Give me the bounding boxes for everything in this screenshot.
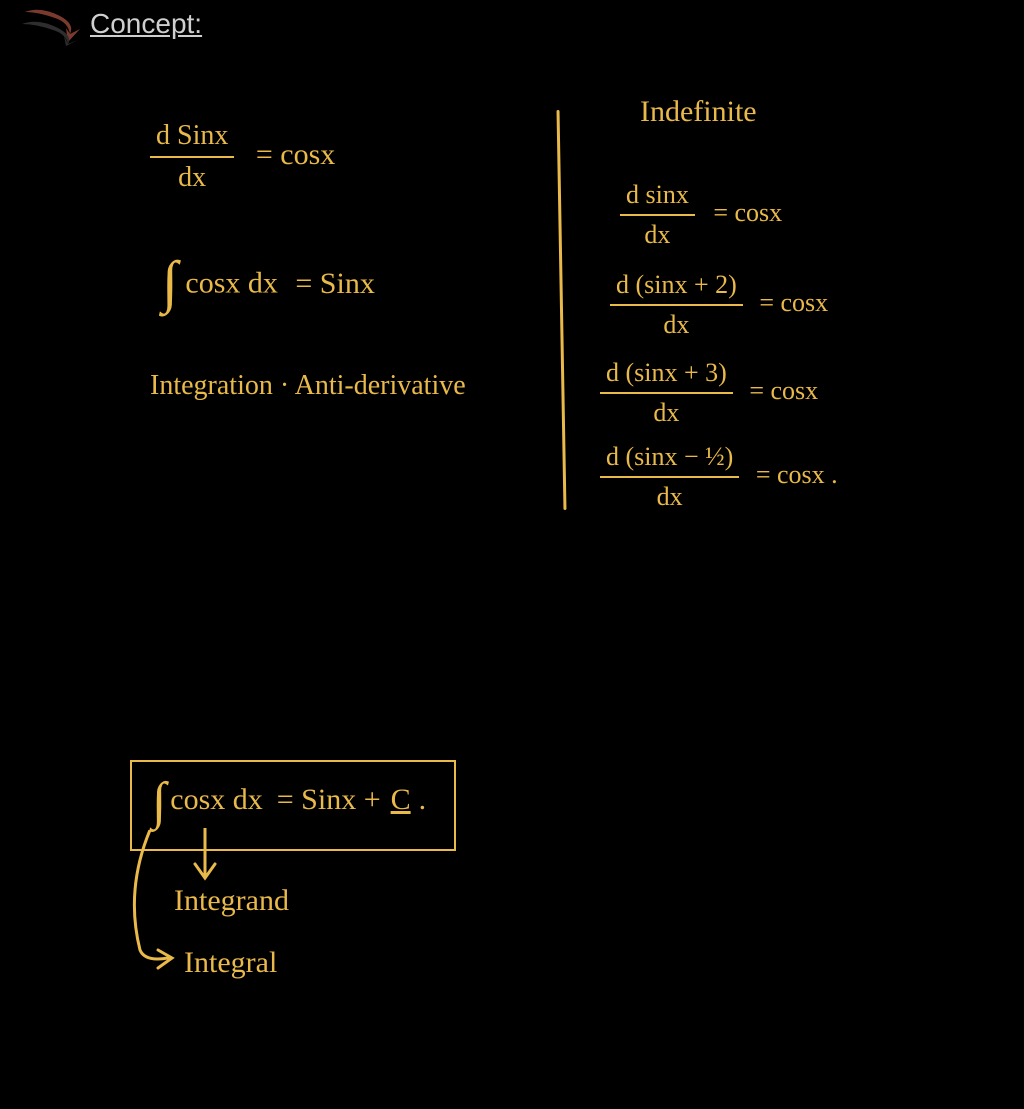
r1-den: dx	[638, 216, 676, 252]
box-rhs: = Sinx +	[277, 783, 381, 816]
r1-num: d sinx	[620, 178, 695, 216]
concept-label: Concept:	[90, 8, 202, 40]
right-eq2: d (sinx + 2) dx = cosx	[610, 268, 828, 342]
r4-num: d (sinx − ½)	[600, 440, 739, 478]
right-eq4: d (sinx − ½) dx = cosx .	[600, 440, 838, 514]
r3-rhs: = cosx	[749, 376, 818, 405]
r2-den: dx	[657, 306, 695, 342]
eq1-rhs: = cosx	[256, 138, 335, 171]
integral-label: Integral	[184, 946, 277, 980]
right-eq3: d (sinx + 3) dx = cosx	[600, 356, 818, 430]
indefinite-title: Indefinite	[640, 95, 757, 129]
right-eq1: d sinx dx = cosx	[620, 178, 782, 252]
eq-dsinx: d Sinx dx = cosx	[150, 118, 335, 197]
concept-header: Concept:	[20, 4, 202, 44]
box-integrand: cosx dx	[170, 783, 263, 816]
r4-den: dx	[651, 478, 689, 514]
eq2-lhs: cosx dx	[185, 267, 278, 300]
integral-sign-icon: ∫	[152, 772, 166, 831]
eq-integral-cosx: ∫ cosx dx = Sinx	[162, 248, 375, 323]
r3-den: dx	[647, 394, 685, 430]
eq1-numerator: d Sinx	[150, 118, 234, 158]
r1-rhs: = cosx	[713, 198, 782, 227]
r2-num: d (sinx + 2)	[610, 268, 743, 306]
r2-rhs: = cosx	[759, 288, 828, 317]
eq1-denominator: dx	[172, 158, 212, 196]
vertical-divider	[557, 110, 567, 510]
r4-rhs: = cosx .	[756, 460, 838, 489]
r3-num: d (sinx + 3)	[600, 356, 733, 394]
arrow-icon	[20, 4, 80, 44]
integration-note: Integration · Anti-derivative	[150, 370, 466, 402]
eq2-rhs: = Sinx	[295, 267, 374, 300]
box-period: .	[419, 783, 427, 816]
integral-sign-icon: ∫	[162, 244, 178, 319]
box-constant: C	[391, 783, 411, 816]
